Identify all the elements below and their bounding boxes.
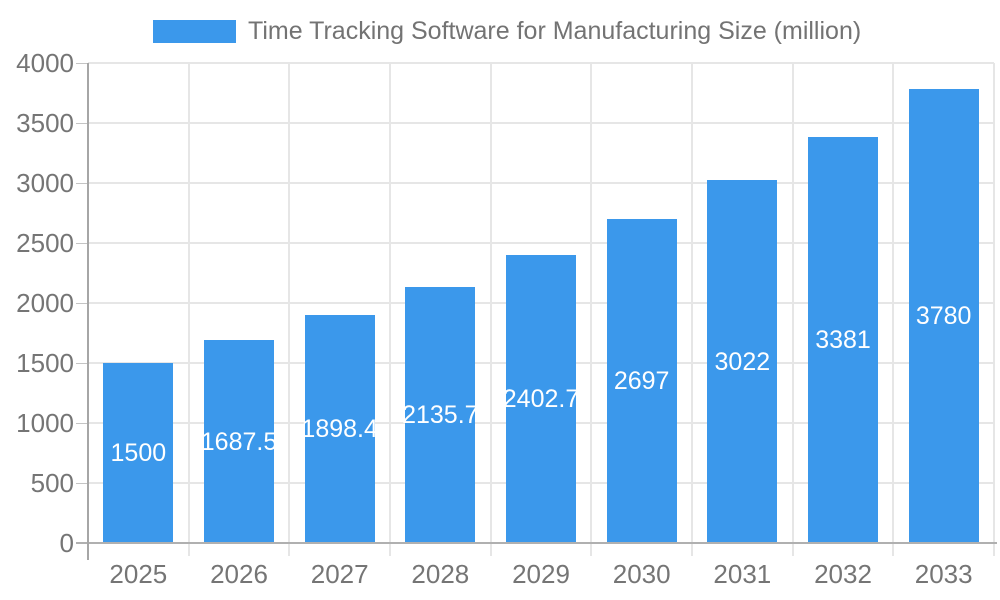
x-axis-tick (489, 543, 492, 556)
y-axis-line (87, 63, 89, 560)
x-axis-tick (892, 543, 895, 556)
x-axis-label: 2033 (914, 559, 973, 589)
bar[interactable] (204, 340, 274, 543)
gridline-vertical (892, 63, 895, 543)
x-axis-tick (993, 543, 995, 556)
y-axis-label: 2500 (16, 228, 74, 258)
chart-title: Time Tracking Software for Manufacturing… (248, 17, 862, 45)
y-axis-tick (76, 483, 88, 484)
bar-value-label: 1687.5 (200, 427, 278, 456)
gridline-horizontal (88, 122, 994, 124)
bar-value-label: 3022 (714, 347, 771, 376)
y-axis-label: 1000 (16, 408, 74, 438)
x-axis-tick (187, 543, 190, 556)
y-axis-label: 3000 (16, 168, 74, 198)
bar[interactable] (304, 315, 375, 543)
y-axis-tick (76, 63, 88, 64)
bar-value-label: 1898.4 (301, 415, 378, 443)
bar-value-label: 3381 (815, 326, 871, 354)
gridline-vertical (993, 63, 995, 543)
y-axis-tick (76, 123, 88, 124)
gridline-vertical (187, 63, 190, 543)
gridline-vertical (489, 63, 492, 543)
bar-value-label: 2402.7 (502, 385, 580, 413)
x-axis-label: 2032 (814, 559, 872, 589)
bar[interactable] (707, 180, 778, 543)
y-axis-label: 0 (59, 528, 74, 558)
bar-value-label: 2697 (613, 367, 670, 395)
y-axis-tick (76, 423, 88, 424)
bar[interactable] (103, 363, 174, 543)
gridline-vertical (389, 63, 391, 543)
bar[interactable] (808, 137, 878, 543)
x-axis-label: 2028 (411, 559, 470, 589)
gridline-horizontal (88, 242, 994, 244)
gridline-horizontal (88, 62, 994, 64)
x-axis-label: 2026 (210, 559, 268, 589)
gridline-horizontal (88, 182, 994, 184)
bar-value-label: 2135.7 (402, 401, 479, 429)
x-axis-line (76, 542, 997, 544)
x-axis-label: 2029 (512, 559, 570, 589)
x-axis-tick (791, 543, 794, 556)
x-axis-label: 2031 (713, 559, 772, 589)
x-axis-tick (389, 543, 391, 556)
y-axis-tick (76, 243, 88, 244)
gridline-vertical (691, 63, 693, 543)
legend-swatch-icon (153, 20, 236, 43)
y-axis-label: 1500 (16, 348, 74, 378)
y-axis-label: 3500 (16, 108, 74, 138)
x-axis-label: 2027 (310, 559, 369, 589)
gridline-vertical (590, 63, 593, 543)
y-axis-label: 500 (30, 468, 74, 498)
bar-value-label: 1500 (110, 439, 167, 467)
y-axis-tick (76, 363, 88, 364)
y-axis-tick (76, 183, 88, 184)
x-axis-tick (590, 543, 593, 556)
bar[interactable] (405, 287, 476, 543)
bar-value-label: 3780 (915, 302, 972, 330)
y-axis-tick (76, 303, 88, 304)
y-axis-label: 2000 (16, 288, 74, 318)
chart-legend[interactable]: Time Tracking Software for Manufacturing… (153, 19, 861, 44)
bar[interactable] (506, 255, 576, 543)
x-axis-label: 2030 (612, 559, 671, 589)
gridline-vertical (791, 63, 794, 543)
gridline-vertical (288, 63, 291, 543)
bar[interactable] (908, 89, 979, 543)
x-axis-tick (288, 543, 291, 556)
bar[interactable] (606, 219, 677, 543)
x-axis-tick (691, 543, 693, 556)
x-axis-label: 2025 (109, 559, 168, 589)
y-axis-label: 4000 (16, 48, 74, 78)
